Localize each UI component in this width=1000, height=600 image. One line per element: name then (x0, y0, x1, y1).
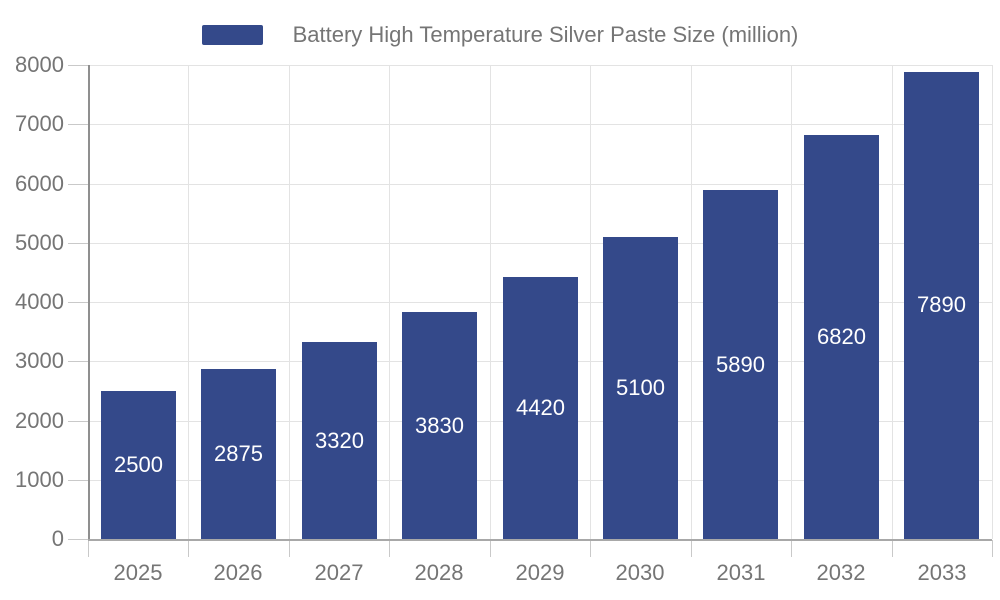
gridline-vertical (389, 65, 390, 539)
x-axis-tick (992, 540, 993, 557)
bar-value-label: 4420 (516, 395, 565, 420)
y-axis-tick (68, 124, 88, 125)
bar-value-label: 3830 (415, 413, 464, 438)
gridline-horizontal (88, 65, 992, 66)
x-axis-line (88, 539, 992, 541)
bar[interactable] (201, 369, 276, 539)
gridline-vertical (691, 65, 692, 539)
bar-value-label: 5100 (616, 375, 665, 400)
legend-label: Battery High Temperature Silver Paste Si… (292, 22, 799, 47)
x-axis-tick (490, 540, 491, 557)
y-axis-tick (68, 480, 88, 481)
gridline-vertical (992, 65, 993, 539)
gridline-vertical (490, 65, 491, 539)
gridline-vertical (289, 65, 290, 539)
bar[interactable] (101, 391, 176, 539)
y-axis-tick-label: 0 (51, 526, 64, 551)
x-axis-tick-label: 2027 (314, 560, 364, 585)
bar[interactable] (703, 190, 778, 539)
x-axis-tick (88, 540, 89, 557)
bar-value-label: 2875 (214, 441, 263, 466)
gridline-vertical (188, 65, 189, 539)
x-axis-tick (892, 540, 893, 557)
x-axis-tick (791, 540, 792, 557)
y-axis-tick-label: 4000 (15, 289, 64, 314)
y-axis-tick (68, 539, 88, 540)
gridline-vertical (892, 65, 893, 539)
bar[interactable] (503, 277, 578, 539)
y-axis-tick-label: 5000 (15, 230, 64, 255)
y-axis-tick (68, 361, 88, 362)
bar-value-label: 3320 (315, 428, 364, 453)
bar-value-label: 2500 (114, 452, 163, 477)
x-axis-tick (188, 540, 189, 557)
y-axis-tick (68, 243, 88, 244)
x-axis-tick-label: 2032 (816, 560, 866, 585)
x-axis-tick-label: 2028 (414, 560, 464, 585)
x-axis-tick-label: 2025 (113, 560, 163, 585)
x-axis-tick-label: 2030 (615, 560, 665, 585)
bar[interactable] (804, 135, 879, 539)
y-axis-tick-label: 3000 (15, 348, 64, 373)
gridline-vertical (791, 65, 792, 539)
x-axis-tick (289, 540, 290, 557)
x-axis-tick (389, 540, 390, 557)
bar[interactable] (904, 72, 979, 539)
bar[interactable] (302, 342, 377, 539)
legend[interactable]: Battery High Temperature Silver Paste Si… (0, 22, 1000, 48)
y-axis-tick (68, 302, 88, 303)
bar-value-label: 7890 (917, 292, 966, 317)
y-axis-tick (68, 184, 88, 185)
y-axis-tick-label: 8000 (15, 52, 64, 77)
x-axis-tick-label: 2026 (213, 560, 263, 585)
y-axis-line (88, 65, 90, 539)
y-axis-tick-label: 1000 (15, 467, 64, 492)
y-axis-tick-label: 2000 (15, 408, 64, 433)
x-axis-tick-label: 2029 (515, 560, 565, 585)
gridline-horizontal (88, 243, 992, 244)
x-axis-tick-label: 2031 (716, 560, 766, 585)
y-axis-tick-label: 7000 (15, 111, 64, 136)
x-axis-tick (691, 540, 692, 557)
y-axis-tick (68, 421, 88, 422)
gridline-horizontal (88, 124, 992, 125)
y-axis-tick-label: 6000 (15, 171, 64, 196)
gridline-horizontal (88, 184, 992, 185)
gridline-vertical (590, 65, 591, 539)
bar-value-label: 6820 (817, 324, 866, 349)
bar[interactable] (603, 237, 678, 539)
y-axis-tick (68, 65, 88, 66)
x-axis-tick-label: 2033 (917, 560, 967, 585)
bar-value-label: 5890 (716, 352, 765, 377)
x-axis-tick (590, 540, 591, 557)
bar[interactable] (402, 312, 477, 539)
legend-swatch (201, 25, 263, 45)
